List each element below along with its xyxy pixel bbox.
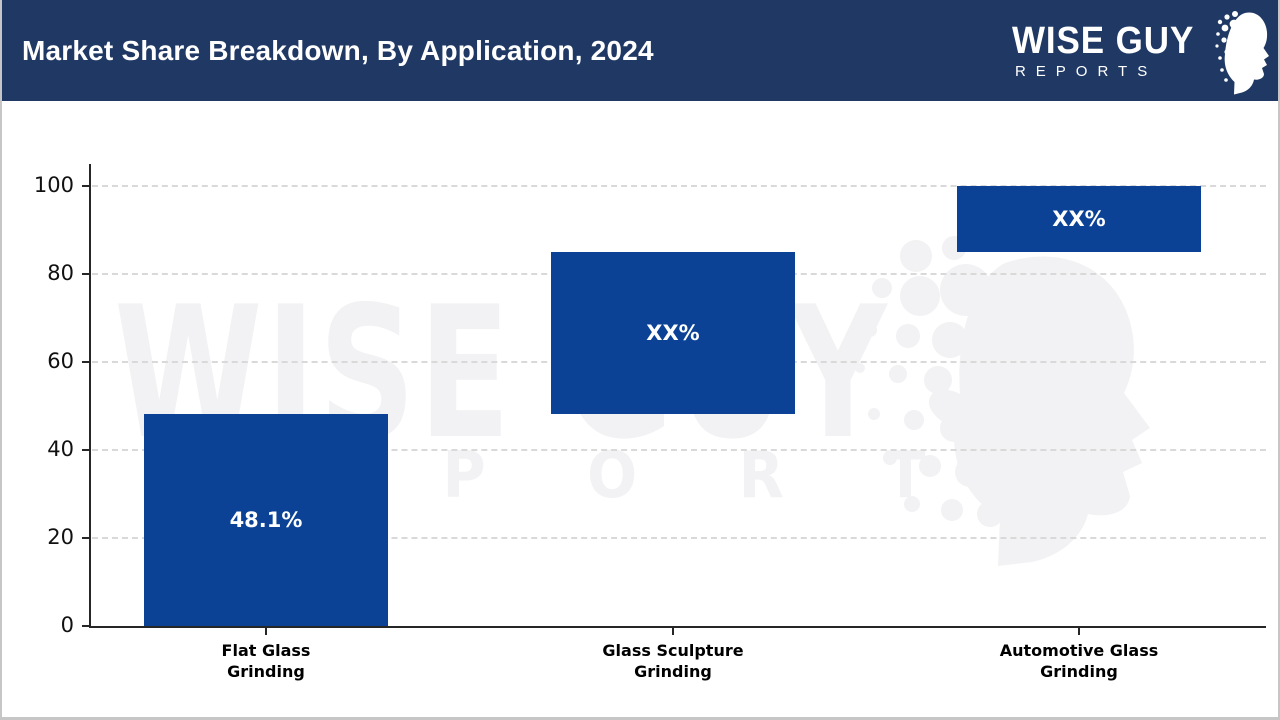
y-axis-tick — [82, 273, 90, 275]
wiseguy-logo: WISE GUY REPORTS — [1012, 0, 1274, 101]
y-axis-tick — [82, 361, 90, 363]
x-category-label-line: Glass Sculpture — [602, 641, 744, 660]
x-category-label-line: Grinding — [1040, 662, 1118, 681]
wiseguy-logo-subtitle: REPORTS — [1014, 62, 1158, 80]
bar-value-label: 48.1% — [229, 508, 303, 533]
gridline — [92, 185, 1266, 187]
bar-value-label: XX% — [1052, 207, 1106, 231]
y-tick-label: 0 — [60, 613, 74, 637]
header-bar: Market Share Breakdown, By Application, … — [2, 0, 1278, 101]
x-category-label-line: Flat Glass — [221, 641, 311, 660]
x-category-label: Flat Glass Grinding — [116, 640, 416, 682]
x-category-label-line: Grinding — [634, 662, 712, 681]
x-category-label-line: Grinding — [227, 662, 305, 681]
y-axis-tick — [82, 625, 90, 627]
y-axis-line — [89, 164, 91, 628]
x-axis-line — [89, 626, 1266, 628]
wiseguy-logo-wordmark: WISE GUY — [1011, 19, 1195, 62]
wiseguy-logo-text: WISE GUY REPORTS — [1012, 22, 1210, 80]
gridline — [92, 537, 1266, 539]
y-tick-label: 80 — [47, 261, 74, 285]
wiseguy-head-icon — [1215, 10, 1269, 95]
x-axis-tick — [672, 628, 674, 635]
bar-value-label: XX% — [646, 321, 700, 346]
x-category-label-line: Automotive Glass — [999, 641, 1159, 660]
x-axis-tick — [1078, 628, 1080, 635]
watermark-head-icon — [855, 236, 1150, 566]
y-tick-label: 40 — [47, 437, 74, 461]
x-category-label: Automotive Glass Grinding — [929, 640, 1229, 682]
y-tick-label: 60 — [47, 349, 74, 373]
x-category-label: Glass Sculpture Grinding — [523, 640, 823, 682]
y-axis-tick — [82, 449, 90, 451]
y-tick-label: 100 — [33, 173, 74, 197]
bar-1: 48.1% — [144, 414, 388, 626]
bar-2: XX% — [551, 252, 795, 415]
page-title: Market Share Breakdown, By Application, … — [22, 34, 654, 66]
bar-3: XX% — [957, 186, 1201, 252]
y-axis-tick — [82, 537, 90, 539]
gridline — [92, 449, 1266, 451]
y-axis-tick — [82, 185, 90, 187]
x-axis-tick — [265, 628, 267, 635]
y-tick-label: 20 — [47, 525, 74, 549]
